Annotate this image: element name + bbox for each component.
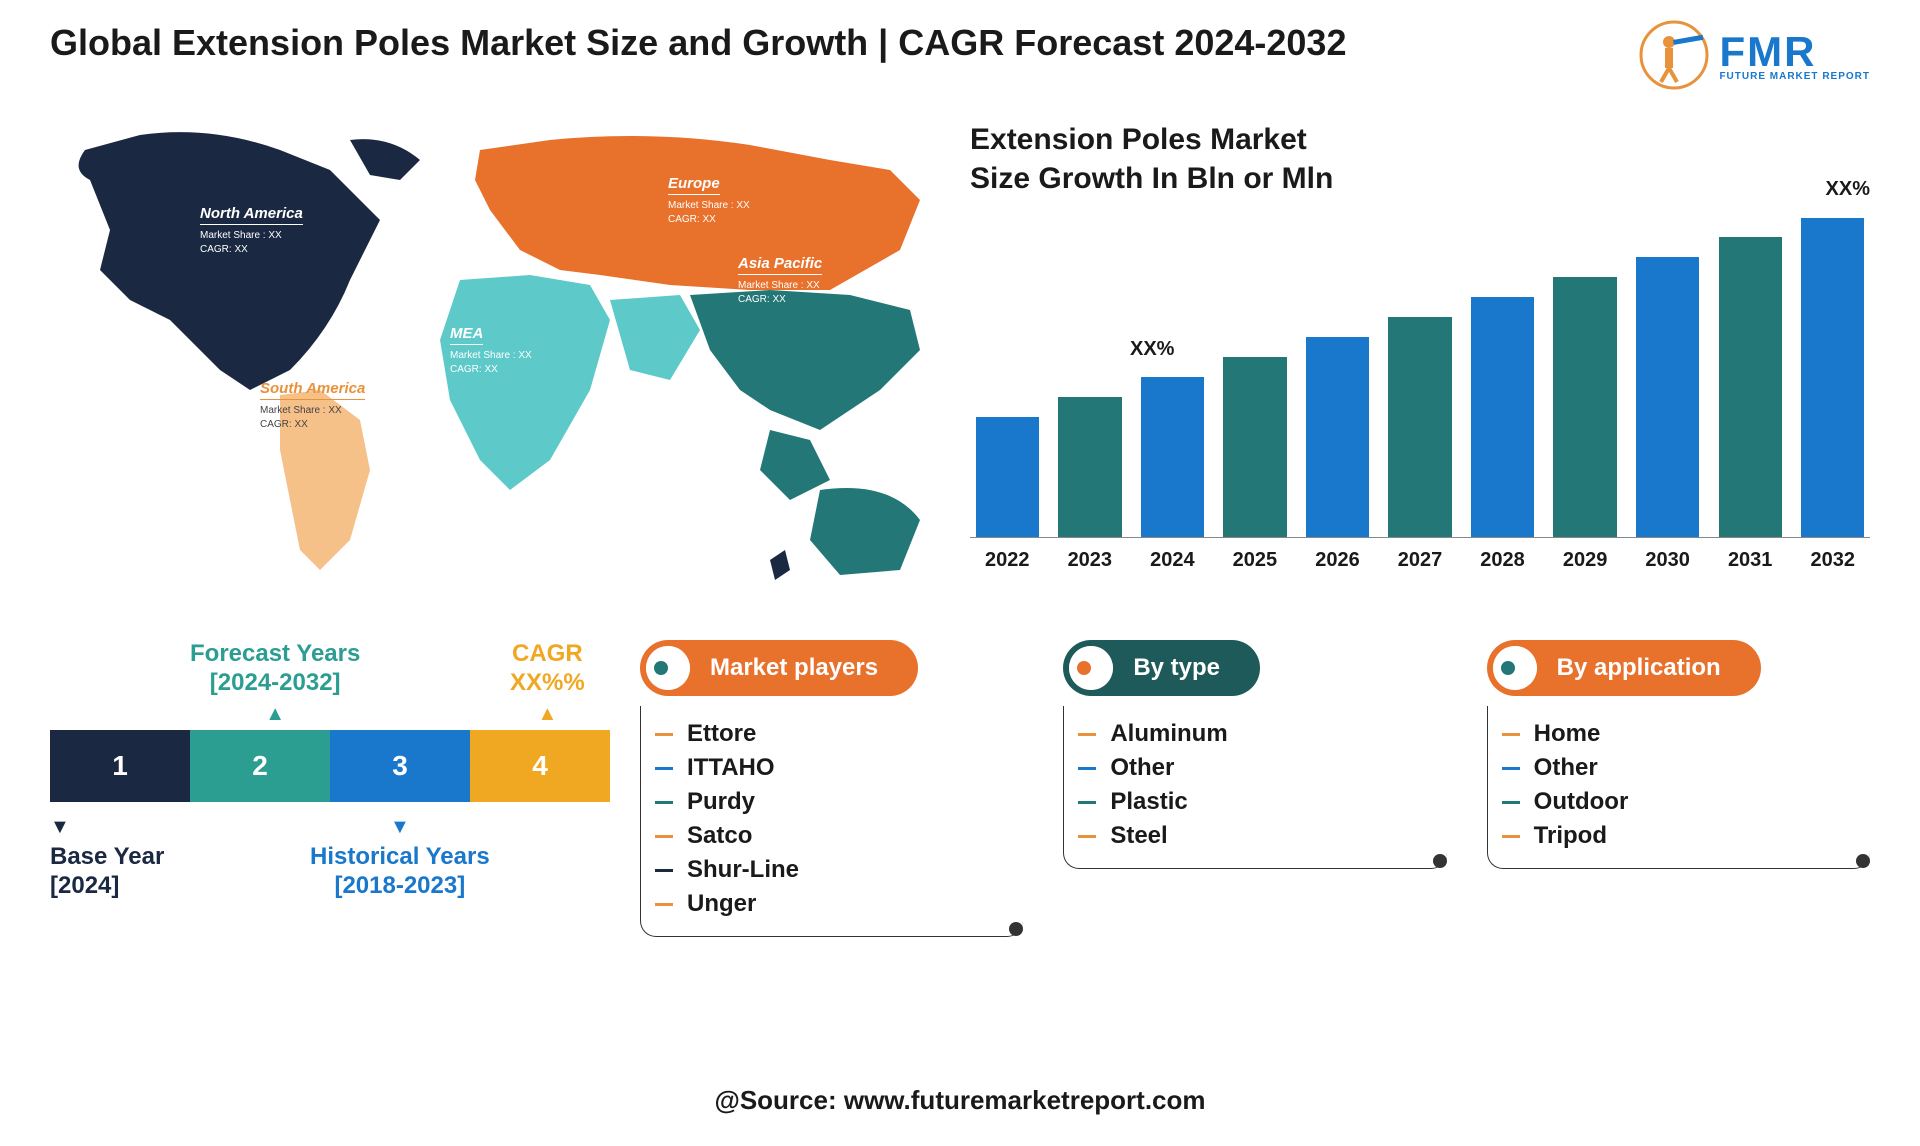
region-eu: EuropeMarket Share : XXCAGR: XX [668,175,750,227]
world-map: North AmericaMarket Share : XXCAGR: XX So… [50,120,930,580]
region-ap: Asia PacificMarket Share : XXCAGR: XX [738,255,822,307]
pillar-header: By type [1063,640,1260,696]
region-mea: MEAMarket Share : XXCAGR: XX [450,325,532,377]
bar-2030: 2030 [1630,218,1705,537]
pillar-2: By application Home Other Outdoor Tripod [1487,640,1870,937]
list-item: Shur-Line [655,856,1003,884]
page-title: Global Extension Poles Market Size and G… [50,20,1346,67]
region-na: North AmericaMarket Share : XXCAGR: XX [200,205,303,257]
list-item: Aluminum [1078,720,1426,748]
bar-2032: 2032 [1795,218,1870,537]
list-item: Other [1502,754,1850,782]
pillar-header: Market players [640,640,918,696]
source-line: @Source: www.futuremarketreport.com [0,1085,1920,1116]
bar-2025: 2025 [1218,218,1293,537]
bar-2028: 2028 [1465,218,1540,537]
fmr-logo: FMR FUTURE MARKET REPORT [1639,20,1870,90]
bar-2024: 2024 [1135,218,1210,537]
annot-last: XX% [1826,178,1870,201]
bar-2022: 2022 [970,218,1045,537]
timeline-seg-1: 1 [50,730,190,802]
region-sa: South AmericaMarket Share : XXCAGR: XX [260,380,365,432]
list-item: Unger [655,890,1003,918]
list-item: Purdy [655,788,1003,816]
note-forecast: Forecast Years [2024-2032] ▲ [190,640,360,726]
timeline-seg-3: 3 [330,730,470,802]
bar-2026: 2026 [1300,218,1375,537]
list-item: Tripod [1502,822,1850,850]
logo-subtitle: FUTURE MARKET REPORT [1719,71,1870,82]
pillar-1: By type Aluminum Other Plastic Steel [1063,640,1446,937]
bar-2029: 2029 [1548,218,1623,537]
note-base: ▼ Base Year [2024] [50,815,164,901]
note-hist: ▼ Historical Years [2018-2023] [310,815,490,901]
timeline: Forecast Years [2024-2032] ▲ CAGR XX%% ▲… [50,640,610,937]
list-item: Satco [655,822,1003,850]
list-item: Outdoor [1502,788,1850,816]
chart-title: Extension Poles Market Size Growth In Bl… [970,120,1370,198]
bar-2023: 2023 [1053,218,1128,537]
logo-text: FMR [1719,28,1870,76]
list-item: Steel [1078,822,1426,850]
list-item: Home [1502,720,1850,748]
bar-2027: 2027 [1383,218,1458,537]
timeline-seg-2: 2 [190,730,330,802]
bar-chart: Extension Poles Market Size Growth In Bl… [970,120,1870,580]
pillar-header: By application [1487,640,1761,696]
list-item: Ettore [655,720,1003,748]
list-item: ITTAHO [655,754,1003,782]
bar-2031: 2031 [1713,218,1788,537]
list-item: Other [1078,754,1426,782]
timeline-seg-4: 4 [470,730,610,802]
pillar-0: Market players Ettore ITTAHO Purdy Satco Shur… [640,640,1023,937]
list-item: Plastic [1078,788,1426,816]
telescope-person-icon [1639,20,1709,90]
note-cagr: CAGR XX%% ▲ [510,640,585,726]
